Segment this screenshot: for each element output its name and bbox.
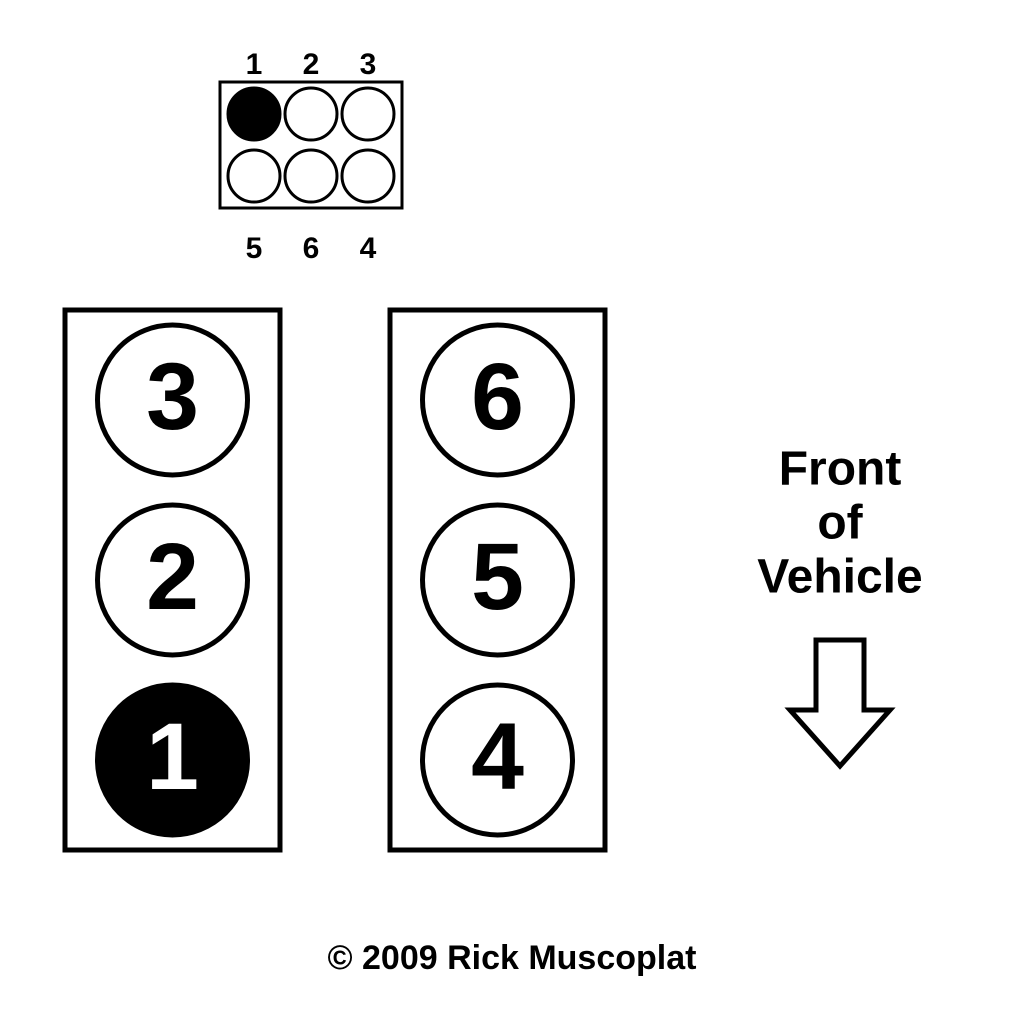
- coil-terminal: [228, 150, 280, 202]
- cylinder: 5: [423, 505, 573, 655]
- direction-text: Front: [779, 443, 902, 496]
- direction-text: of: [817, 497, 863, 550]
- coil-terminal: [285, 88, 337, 140]
- coil-terminal: [228, 88, 280, 140]
- cylinder: 3: [98, 325, 248, 475]
- cylinder: 1: [98, 685, 248, 835]
- coil-pack: 1 2 3 5 6 4: [220, 48, 402, 265]
- cylinder-bank-left: 3 2 1: [65, 310, 280, 850]
- cylinder-number: 3: [146, 344, 199, 450]
- coil-terminal: [285, 150, 337, 202]
- coil-label-top: 2: [303, 48, 320, 81]
- copyright-text: © 2009 Rick Muscoplat: [328, 939, 697, 977]
- coil-terminal: [342, 88, 394, 140]
- coil-label-bottom: 4: [360, 232, 377, 265]
- coil-label-top: 1: [246, 48, 263, 81]
- cylinder-number: 6: [471, 344, 524, 450]
- direction-text: Vehicle: [757, 551, 922, 604]
- cylinder: 6: [423, 325, 573, 475]
- coil-terminal: [342, 150, 394, 202]
- cylinder-number: 4: [471, 704, 524, 810]
- cylinder-number: 1: [146, 704, 199, 810]
- coil-label-top: 3: [360, 48, 377, 81]
- cylinder: 4: [423, 685, 573, 835]
- cylinder-number: 2: [146, 524, 199, 630]
- coil-label-bottom: 5: [246, 232, 263, 265]
- firing-order-diagram: 1 2 3 5 6 4 3 2 1 6 5 4 FrontofVehicle © 2009 Rick Mu…: [0, 0, 1024, 1024]
- cylinder-bank-right: 6 5 4: [390, 310, 605, 850]
- coil-label-bottom: 6: [303, 232, 320, 265]
- cylinder: 2: [98, 505, 248, 655]
- cylinder-number: 5: [471, 524, 524, 630]
